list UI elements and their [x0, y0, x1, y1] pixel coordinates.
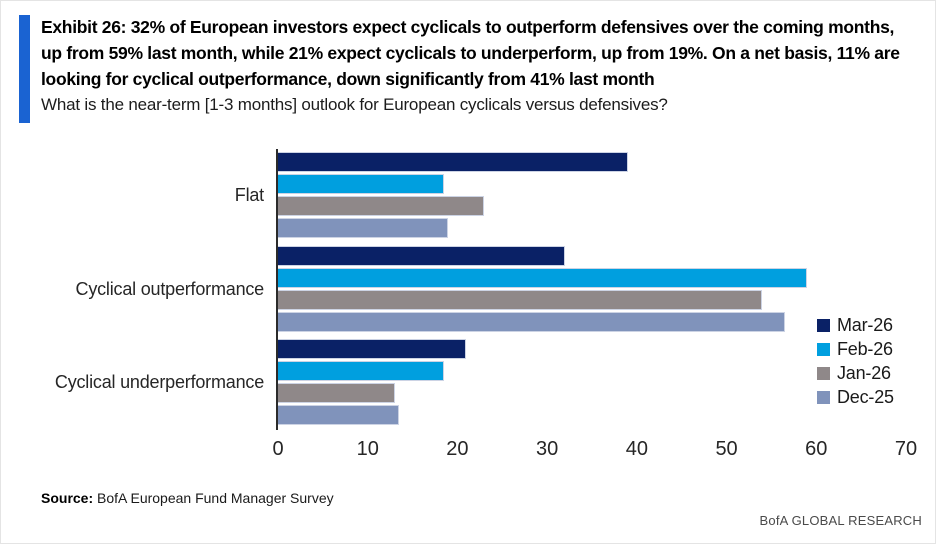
- bar-feb-26-cyclical-underperformance: [278, 361, 444, 382]
- legend-item-mar-26: Mar-26: [817, 313, 894, 337]
- legend-label-jan-26: Jan-26: [837, 362, 891, 383]
- category-label-cyclical-underperformance: Cyclical underperformance: [54, 372, 264, 393]
- legend-label-mar-26: Mar-26: [837, 314, 893, 335]
- bar-mar-26-cyclical-underperformance: [278, 339, 467, 360]
- legend-item-jan-26: Jan-26: [817, 361, 894, 385]
- legend-label-feb-26: Feb-26: [837, 338, 893, 359]
- legend-swatch-feb-26: [817, 342, 830, 356]
- exhibit-subtitle: What is the near-term [1-3 months] outlo…: [41, 95, 668, 114]
- category-label-cyclical-outperformance: Cyclical outperformance: [75, 278, 265, 299]
- x-tick-50: 50: [715, 438, 738, 460]
- x-tick-40: 40: [625, 438, 648, 460]
- bar-group-flat: [278, 149, 906, 243]
- legend-label-dec-25: Dec-25: [837, 386, 894, 407]
- legend-swatch-dec-25: [817, 390, 830, 404]
- bar-dec-25-cyclical-underperformance: [278, 405, 400, 426]
- bar-dec-25-cyclical-outperformance: [278, 311, 785, 332]
- category-label-flat: Flat: [234, 185, 264, 206]
- source-label: Source:: [41, 490, 94, 506]
- title-accent-bar: [19, 15, 30, 123]
- x-axis: 0 10 20 30 40 50 60 70: [272, 438, 917, 468]
- branding-text: BofA GLOBAL RESEARCH: [759, 513, 922, 528]
- x-tick-70: 70: [894, 438, 918, 460]
- bar-dec-25-flat: [278, 218, 449, 238]
- bar-group-cyclical-outperformance: [278, 243, 906, 337]
- source-text: BofA European Fund Manager Survey: [93, 490, 334, 506]
- legend-swatch-jan-26: [817, 366, 830, 380]
- source-line: Source: BofA European Fund Manager Surve…: [41, 490, 334, 506]
- bar-jan-26-cyclical-underperformance: [278, 383, 395, 404]
- x-tick-0: 0: [272, 438, 284, 460]
- bar-feb-26-flat: [278, 174, 444, 194]
- legend-swatch-mar-26: [817, 318, 830, 332]
- category-axis: Flat Cyclical outperformance Cyclical unde…: [1, 149, 276, 430]
- x-tick-30: 30: [536, 438, 559, 460]
- bar-jan-26-flat: [278, 196, 485, 216]
- plot-area: [276, 149, 906, 430]
- x-tick-20: 20: [446, 438, 469, 460]
- x-tick-60: 60: [805, 438, 828, 460]
- bar-mar-26-flat: [278, 152, 628, 172]
- bar-chart: Flat Cyclical outperformance Cyclical unde…: [1, 149, 936, 468]
- legend-item-dec-25: Dec-25: [817, 385, 894, 409]
- bar-feb-26-cyclical-outperformance: [278, 267, 808, 288]
- legend-item-feb-26: Feb-26: [817, 337, 894, 361]
- chart-legend: Mar-26 Feb-26 Jan-26 Dec-25: [817, 313, 894, 409]
- exhibit-title: Exhibit 26: 32% of European investors ex…: [41, 17, 900, 89]
- title-block: Exhibit 26: 32% of European investors ex…: [41, 14, 907, 117]
- bar-jan-26-cyclical-outperformance: [278, 289, 763, 310]
- bar-mar-26-cyclical-outperformance: [278, 245, 566, 266]
- bar-group-cyclical-underperformance: [278, 336, 906, 430]
- x-tick-10: 10: [356, 438, 379, 460]
